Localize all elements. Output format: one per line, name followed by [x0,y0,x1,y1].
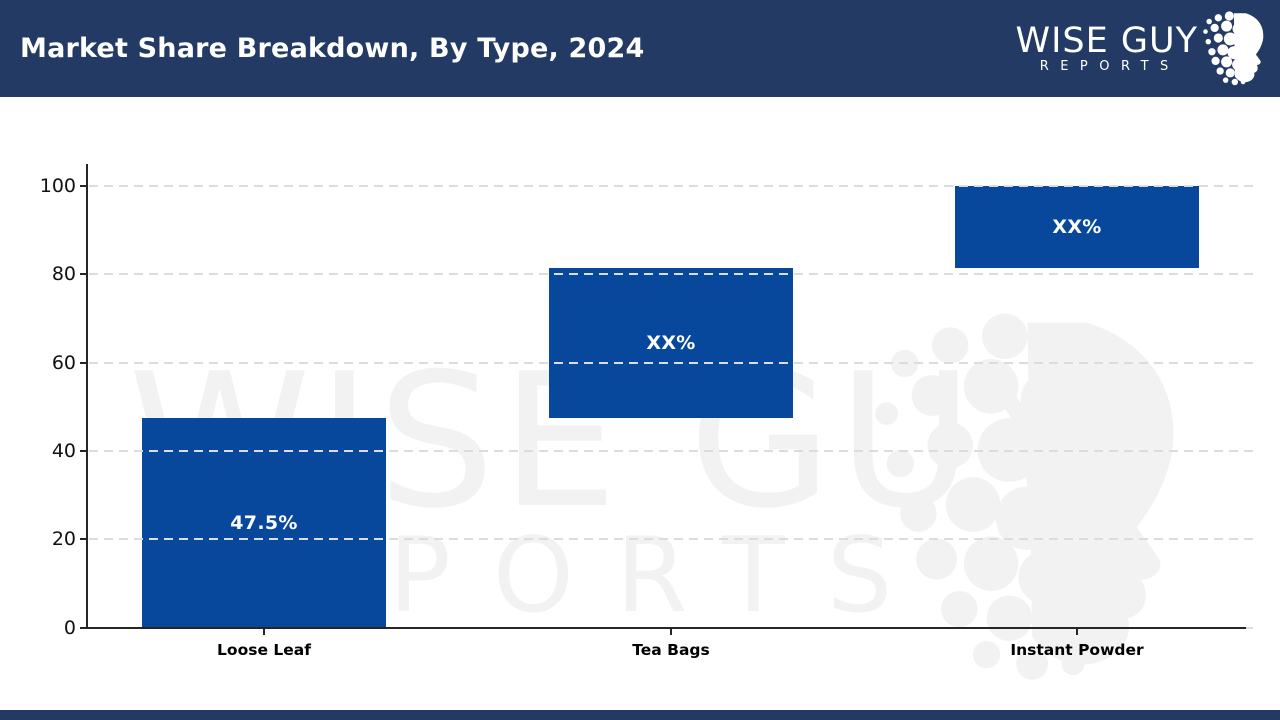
logo-wordmark-line2: REPORTS [1039,59,1180,75]
x-category-label: Tea Bags [632,641,710,659]
y-tick-mark [80,361,88,364]
gridline [89,538,1257,541]
bar-loose-leaf: 47.5% [142,417,386,628]
gridline [89,361,1257,364]
y-tick-mark [80,185,88,187]
gridline [89,449,1257,452]
bar-value-label: 47.5% [230,511,298,534]
x-tick-mark [1076,629,1078,635]
y-tick-label: 100 [39,175,76,197]
y-tick-label: 20 [51,528,76,551]
y-tick-mark [80,273,88,276]
logo-wordmark-line1: WISE GUY [1015,20,1198,61]
bar-value-label: XX% [646,331,696,354]
logo-wordmark: WISE GUY REPORTS [1015,20,1198,75]
y-tick-label: 0 [63,616,76,639]
y-axis-line [86,164,88,629]
y-tick-mark [80,449,88,452]
y-tick-label: 80 [51,263,76,286]
bar-value-label: XX% [1052,216,1102,239]
chart-title: Market Share Breakdown, By Type, 2024 [20,33,645,64]
x-category-label: Loose Leaf [217,641,311,659]
wiseguy-logo: WISE GUY REPORTS [1015,9,1266,89]
x-category-label: Instant Powder [1010,641,1144,659]
y-tick-mark [80,538,88,541]
x-axis-line [86,627,1246,629]
bar-tea-bags: XX% [549,268,793,418]
x-tick-mark [670,629,672,635]
bar-instant-powder: XX% [955,186,1199,269]
wiseguy-head-icon [1203,10,1264,85]
gridline [89,273,1257,276]
chart-area: WISE GUY REPORTS 47.5% Loose Leaf XX% Tea B… [0,97,1280,710]
y-tick-mark [80,626,88,629]
gridline [89,185,1257,187]
header-bar: Market Share Breakdown, By Type, 2024 WI… [0,0,1280,97]
y-tick-label: 60 [51,351,76,374]
y-tick-label: 40 [51,439,76,462]
x-tick-mark [263,629,265,635]
footer-bar [0,710,1280,720]
